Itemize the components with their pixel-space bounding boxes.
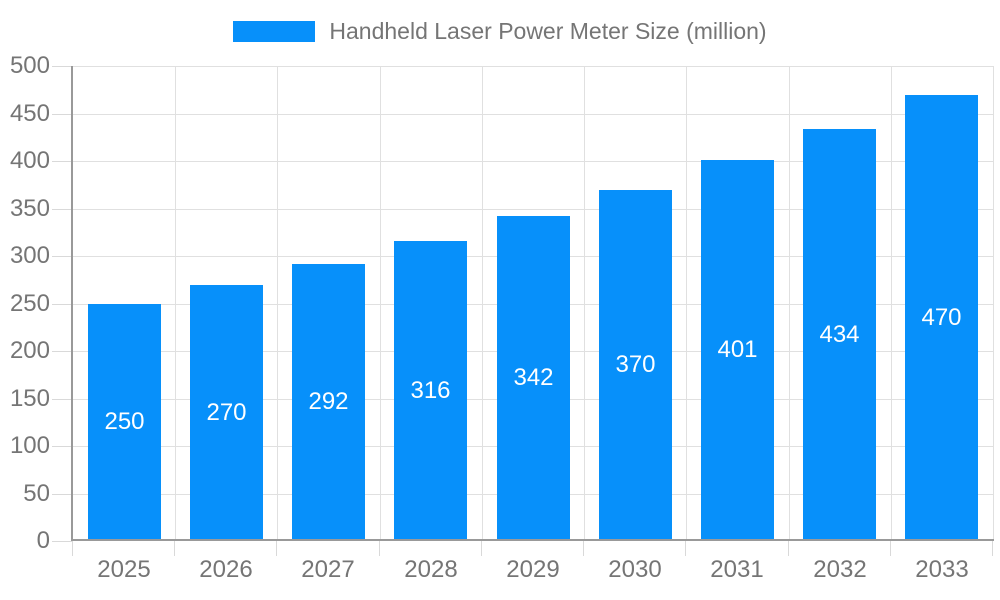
y-tick bbox=[52, 446, 73, 447]
bar[interactable]: 270 bbox=[190, 285, 263, 540]
x-gridline bbox=[891, 66, 892, 541]
y-axis-tick-label: 100 bbox=[9, 432, 50, 459]
bar-value-label: 370 bbox=[615, 351, 656, 378]
y-axis-tick-label: 0 bbox=[36, 527, 50, 554]
bar[interactable]: 401 bbox=[701, 160, 774, 540]
x-gridline bbox=[380, 66, 381, 541]
x-tick bbox=[890, 541, 891, 556]
x-axis-tick-label: 2027 bbox=[301, 556, 355, 583]
x-axis-tick-label: 2028 bbox=[404, 556, 458, 583]
legend-label: Handheld Laser Power Meter Size (million… bbox=[329, 18, 767, 44]
x-tick bbox=[685, 541, 686, 556]
x-axis-tick-label: 2031 bbox=[710, 556, 764, 583]
x-gridline bbox=[482, 66, 483, 541]
bar-value-label: 250 bbox=[104, 408, 145, 435]
x-axis-tick-label: 2030 bbox=[608, 556, 662, 583]
y-axis-tick-label: 50 bbox=[23, 480, 50, 507]
y-axis-tick-label: 250 bbox=[9, 290, 50, 317]
bar[interactable]: 250 bbox=[88, 304, 161, 540]
y-tick bbox=[52, 494, 73, 495]
x-gridline bbox=[584, 66, 585, 541]
y-tick bbox=[52, 161, 73, 162]
x-gridline bbox=[993, 66, 994, 541]
y-axis-tick-label: 450 bbox=[9, 100, 50, 127]
y-axis-tick-label: 400 bbox=[9, 147, 50, 174]
x-gridline bbox=[277, 66, 278, 541]
y-axis-tick-label: 150 bbox=[9, 385, 50, 412]
y-gridline bbox=[73, 66, 993, 67]
x-axis-tick-label: 2025 bbox=[97, 556, 151, 583]
legend[interactable]: Handheld Laser Power Meter Size (million… bbox=[0, 17, 1000, 45]
bar-value-label: 316 bbox=[410, 376, 451, 404]
bar[interactable]: 292 bbox=[292, 264, 365, 540]
bar-value-label: 270 bbox=[206, 398, 247, 426]
bar[interactable]: 370 bbox=[599, 190, 672, 540]
bar-value-label: 434 bbox=[819, 320, 860, 348]
y-tick bbox=[52, 399, 73, 400]
x-tick bbox=[379, 541, 380, 556]
x-axis-tick-label: 2032 bbox=[813, 556, 867, 583]
y-axis-tick-label: 200 bbox=[9, 337, 50, 364]
x-tick bbox=[583, 541, 584, 556]
x-axis-tick-label: 2033 bbox=[915, 556, 969, 583]
x-axis-line bbox=[71, 539, 994, 541]
x-axis-tick-label: 2029 bbox=[506, 556, 560, 583]
y-tick bbox=[52, 66, 73, 67]
x-tick bbox=[276, 541, 277, 556]
y-tick bbox=[52, 114, 73, 115]
y-axis-tick-label: 500 bbox=[9, 52, 50, 79]
bar[interactable]: 342 bbox=[497, 216, 570, 540]
bar[interactable]: 470 bbox=[905, 95, 978, 540]
bar[interactable]: 316 bbox=[394, 241, 467, 540]
y-tick bbox=[52, 304, 73, 305]
y-tick bbox=[52, 209, 73, 210]
y-axis-line bbox=[71, 66, 73, 541]
x-tick bbox=[72, 541, 73, 556]
x-gridline bbox=[175, 66, 176, 541]
y-gridline bbox=[73, 114, 993, 115]
x-tick bbox=[788, 541, 789, 556]
y-gridline bbox=[73, 209, 993, 210]
y-tick bbox=[52, 256, 73, 257]
y-tick bbox=[52, 541, 73, 542]
bar-value-label: 401 bbox=[717, 336, 758, 363]
y-axis-tick-label: 300 bbox=[9, 242, 50, 269]
x-axis-tick-label: 2026 bbox=[199, 556, 253, 583]
x-gridline bbox=[686, 66, 687, 541]
y-tick bbox=[52, 351, 73, 352]
x-tick bbox=[174, 541, 175, 556]
bar-value-label: 470 bbox=[921, 303, 962, 331]
y-axis-tick-label: 350 bbox=[9, 195, 50, 222]
bar-value-label: 342 bbox=[513, 364, 554, 391]
bar[interactable]: 434 bbox=[803, 129, 876, 540]
legend-swatch bbox=[233, 20, 316, 42]
x-tick bbox=[481, 541, 482, 556]
x-tick bbox=[992, 541, 993, 556]
x-gridline bbox=[789, 66, 790, 541]
y-gridline bbox=[73, 161, 993, 162]
bar-value-label: 292 bbox=[308, 388, 349, 415]
